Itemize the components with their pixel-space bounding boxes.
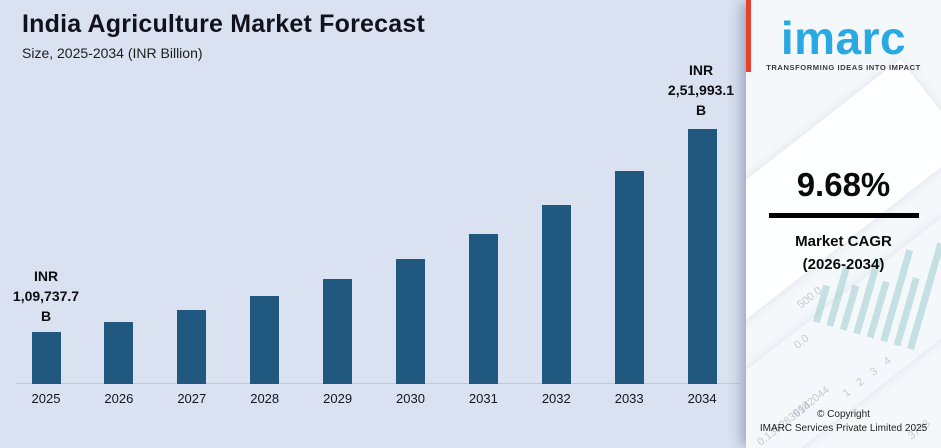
cagr-label-line1: Market CAGR xyxy=(795,233,892,250)
copyright-line1: © Copyright xyxy=(817,409,870,420)
x-axis-label-2030: 2030 xyxy=(396,391,425,406)
first-bar-value-line1: INR xyxy=(33,268,59,284)
x-axis-line xyxy=(16,383,740,384)
chart-header: India Agriculture Market Forecast Size, … xyxy=(22,10,425,61)
x-axis-label-2034: 2034 xyxy=(687,391,717,406)
x-axis-label-2028: 2028 xyxy=(250,391,280,406)
imarc-logo: imarc TRANSFORMING IDEAS INTO IMPACT xyxy=(746,14,941,72)
last-bar-value-line1: INR xyxy=(688,62,714,78)
x-axis-label-2027: 2027 xyxy=(177,391,207,406)
cagr-block: 9.68% Market CAGR (2026-2034) xyxy=(746,166,941,276)
imarc-logo-tagline: TRANSFORMING IDEAS INTO IMPACT xyxy=(766,63,921,72)
chart-section: India Agriculture Market Forecast Size, … xyxy=(0,10,740,406)
last-bar-value-line2: 2,51,993.1 xyxy=(667,82,735,98)
bar-2033 xyxy=(614,171,644,384)
red-accent-bar xyxy=(746,0,751,72)
bar-2029 xyxy=(323,279,353,384)
page-title: India Agriculture Market Forecast xyxy=(22,10,425,38)
first-bar-value-label: INR 1,09,737.7 B xyxy=(0,266,106,326)
imarc-logo-text: imarc xyxy=(780,12,907,64)
bar-2025 xyxy=(31,332,61,384)
x-axis-label-2025: 2025 xyxy=(31,391,61,406)
bar-2030 xyxy=(396,259,425,384)
x-axis-label-2033: 2033 xyxy=(614,391,644,406)
last-bar-value-label: INR 2,51,993.1 B xyxy=(641,60,761,120)
page-subtitle: Size, 2025-2034 (INR Billion) xyxy=(22,45,203,61)
last-bar-value-line3: B xyxy=(695,102,707,118)
copyright-line2: IMARC Services Private Limited 2025 xyxy=(759,423,928,434)
x-axis-label-2026: 2026 xyxy=(104,391,134,406)
bar-2026 xyxy=(104,322,134,384)
copyright: © Copyright IMARC Services Private Limit… xyxy=(746,408,941,436)
x-axis-label-2029: 2029 xyxy=(323,391,353,406)
cagr-divider xyxy=(768,213,919,218)
bar-2027 xyxy=(177,310,207,384)
x-axis-label-2031: 2031 xyxy=(468,391,498,406)
brand-side-panel: 500.0 1 2 3 4 0.0 6982044 0.135283914 3768 im… xyxy=(746,0,941,448)
bar-2028 xyxy=(250,296,280,384)
cagr-label-line2: (2026-2034) xyxy=(802,256,885,273)
bar-2032 xyxy=(541,205,571,384)
first-bar-value-line3: B xyxy=(40,308,52,324)
bar-2034 xyxy=(687,129,717,384)
bar-2031 xyxy=(468,234,498,384)
first-bar-value-line2: 1,09,737.7 xyxy=(12,288,80,304)
cagr-value: 9.68% xyxy=(796,166,891,203)
bar-chart-plot: 2025 2026 2027 2028 2029 2030 2031 2032 2033 2034… xyxy=(0,62,740,406)
x-axis-label-2032: 2032 xyxy=(541,391,571,406)
